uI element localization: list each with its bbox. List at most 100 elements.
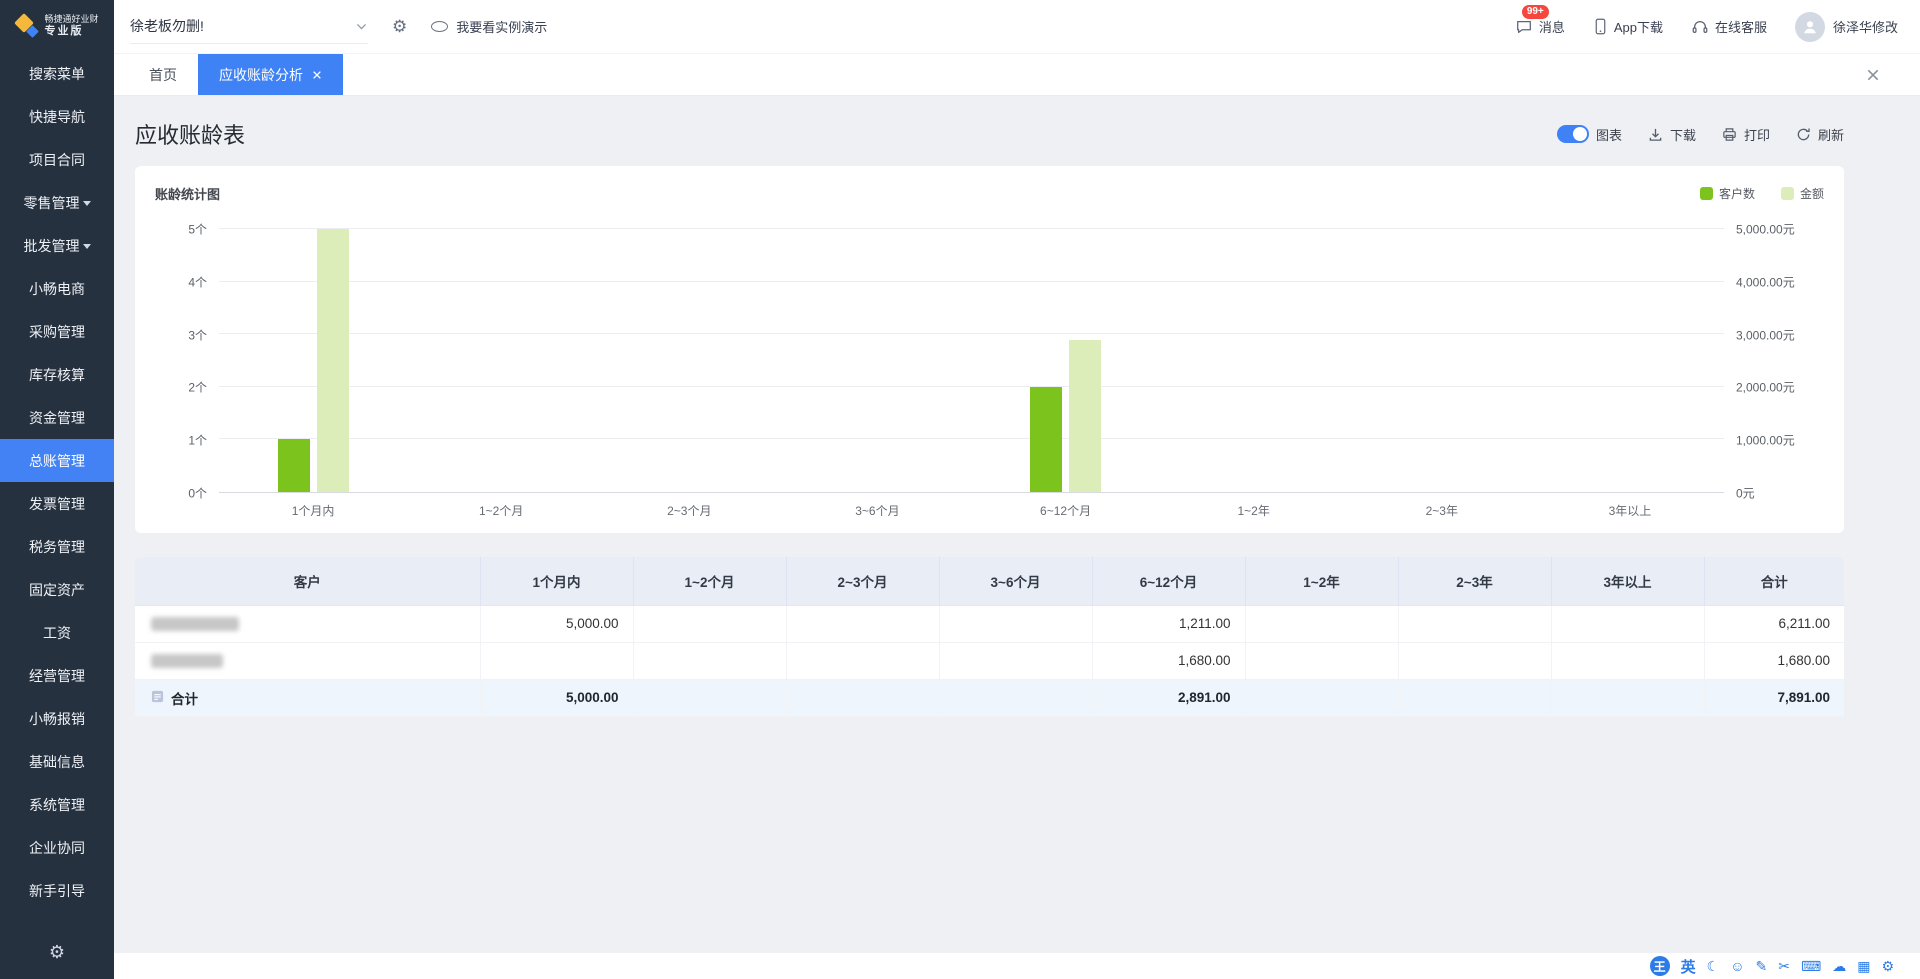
user-menu[interactable]: 徐泽华修改: [1794, 11, 1898, 42]
toolbox-icon[interactable]: ▦: [1857, 958, 1871, 974]
refresh-button[interactable]: 刷新: [1796, 125, 1844, 144]
org-selector[interactable]: 徐老板勿删!: [130, 10, 368, 44]
demo-link[interactable]: 我要看实例演示: [431, 17, 547, 36]
sidebar-item-13[interactable]: 固定资产: [0, 568, 114, 611]
gridline: [219, 228, 1724, 229]
sidebar-item-label: 小畅报销: [29, 710, 85, 727]
ime-mode-indicator[interactable]: 英: [1680, 958, 1696, 976]
redacted-customer-name: [151, 654, 223, 669]
sidebar-item-15[interactable]: 经营管理: [0, 654, 114, 697]
tabs: 首页 应收账龄分析: [128, 54, 343, 95]
sidebar-item-11[interactable]: 发票管理: [0, 482, 114, 525]
cloud-icon[interactable]: ☁: [1832, 958, 1847, 974]
sidebar-item-18[interactable]: 系统管理: [0, 783, 114, 826]
total-label: 合计: [151, 688, 480, 708]
messages-button[interactable]: 99+ 消息: [1515, 5, 1565, 36]
headset-icon: [1692, 20, 1708, 33]
sidebar-item-label: 税务管理: [29, 538, 85, 555]
emoji-icon[interactable]: ☺: [1730, 958, 1745, 974]
sidebar-item-19[interactable]: 企业协同: [0, 826, 114, 869]
close-all-tabs-icon[interactable]: [1866, 68, 1880, 82]
legend-item-2[interactable]: 金额: [1780, 185, 1824, 202]
chevron-down-icon: [82, 201, 91, 206]
sidebar-item-9[interactable]: 资金管理: [0, 396, 114, 439]
value-cell: [939, 642, 1093, 680]
total-value-cell: [633, 679, 787, 717]
legend-item-1[interactable]: 客户数: [1699, 185, 1755, 202]
sidebar-item-3[interactable]: 项目合同: [0, 138, 114, 181]
ime-logo[interactable]: 王: [1649, 956, 1670, 976]
bar-group: [219, 229, 407, 492]
brand-text: 畅捷通好业财 专业版: [44, 14, 98, 38]
sidebar-item-12[interactable]: 税务管理: [0, 525, 114, 568]
right-axis-tick: 3,000.00元: [1736, 328, 1795, 343]
toggle-switch[interactable]: [1556, 125, 1589, 143]
sidebar-item-1[interactable]: 搜索菜单: [0, 52, 114, 95]
total-value-cell: 5,000.00: [480, 679, 634, 717]
gridline: [219, 280, 1724, 282]
print-button[interactable]: 打印: [1722, 125, 1770, 144]
sidebar-item-label: 总账管理: [29, 452, 85, 469]
x-axis-label: 1~2年: [1237, 504, 1270, 518]
plot-column: 1个月内 1~2个月 2~3个月 3~6个月 6~12个月 1~2年 2~3年 3年以上: [219, 228, 1724, 519]
bar-series-2: [1069, 339, 1102, 492]
tab-1[interactable]: 首页: [128, 54, 198, 95]
bar-group: [407, 229, 595, 492]
column-header: 2~3个月: [786, 557, 940, 606]
value-cell: [633, 642, 787, 680]
sidebar-item-20[interactable]: 新手引导: [0, 869, 114, 912]
gear-icon: ⚙: [48, 941, 66, 962]
tab-label: 首页: [149, 66, 177, 83]
support-button[interactable]: 在线客服: [1691, 17, 1767, 36]
sidebar-item-label: 企业协同: [29, 839, 85, 856]
pen-icon[interactable]: ✎: [1755, 958, 1768, 974]
keyboard-icon[interactable]: ⌨: [1800, 958, 1822, 974]
close-tab-icon[interactable]: [312, 70, 322, 80]
download-button[interactable]: 下载: [1648, 125, 1696, 144]
tab-2[interactable]: 应收账龄分析: [198, 54, 343, 95]
demo-label: 我要看实例演示: [456, 20, 548, 35]
left-axis-tick: 2个: [188, 380, 207, 395]
toggle-knob: [1572, 127, 1587, 141]
sidebar-item-6[interactable]: 小畅电商: [0, 267, 114, 310]
column-header: 3~6个月: [939, 557, 1093, 606]
column-header: 合计: [1704, 557, 1844, 606]
sidebar-item-label: 发票管理: [29, 495, 85, 512]
sidebar-item-17[interactable]: 基础信息: [0, 740, 114, 783]
scissors-icon[interactable]: ✂: [1778, 958, 1790, 974]
chart-toggle[interactable]: 图表: [1556, 125, 1622, 144]
gear-icon[interactable]: ⚙: [1881, 958, 1894, 974]
value-cell: [1551, 642, 1705, 680]
tab-bar: 首页 应收账龄分析: [114, 54, 1920, 96]
aging-chart-card: 账龄统计图 客户数 金额 0个 1个 2个 3个 4个 5个 1个月内 1~2个月 2~3个月 3…: [135, 166, 1844, 533]
chart-body: 0个 1个 2个 3个 4个 5个 1个月内 1~2个月 2~3个月 3~6个月 6~12个月 1~…: [155, 223, 1824, 519]
sidebar-item-label: 工资: [43, 624, 71, 641]
sidebar-settings-button[interactable]: ⚙: [0, 925, 114, 979]
right-axis-tick: 4,000.00元: [1736, 275, 1795, 290]
app-download-button[interactable]: App下载: [1593, 17, 1663, 36]
phone-icon: [1595, 18, 1606, 35]
sidebar-item-2[interactable]: 快捷导航: [0, 95, 114, 138]
sidebar-item-4[interactable]: 零售管理: [0, 181, 114, 224]
sidebar-item-14[interactable]: 工资: [0, 611, 114, 654]
sidebar-item-label: 小畅电商: [29, 280, 85, 297]
chart-title: 账龄统计图: [155, 187, 221, 202]
sidebar-item-16[interactable]: 小畅报销: [0, 697, 114, 740]
sidebar-item-8[interactable]: 库存核算: [0, 353, 114, 396]
messages-badge: 99+: [1521, 5, 1549, 19]
sidebar-item-10[interactable]: 总账管理: [0, 439, 114, 482]
sidebar-item-7[interactable]: 采购管理: [0, 310, 114, 353]
chart-legend: 客户数 金额: [1699, 185, 1824, 202]
right-axis-tick: 1,000.00元: [1736, 433, 1795, 448]
value-cell: [1245, 642, 1399, 680]
legend-swatch: [1699, 187, 1713, 200]
x-axis-label: 3~6个月: [855, 504, 900, 518]
sidebar-menu: 搜索菜单 快捷导航 项目合同 零售管理 批发管理小畅电商采购管理 库存核算 资金管理总账管理…: [0, 52, 114, 925]
value-cell: [1398, 605, 1552, 643]
sidebar-item-5[interactable]: 批发管理: [0, 224, 114, 267]
settings-gear-icon[interactable]: ⚙: [392, 17, 408, 36]
total-value-cell: [1398, 679, 1552, 717]
table-row: 1,680.00 1,680.00: [135, 642, 1844, 680]
moon-icon[interactable]: ☾: [1706, 958, 1720, 974]
messages-label: 消息: [1538, 20, 1565, 35]
